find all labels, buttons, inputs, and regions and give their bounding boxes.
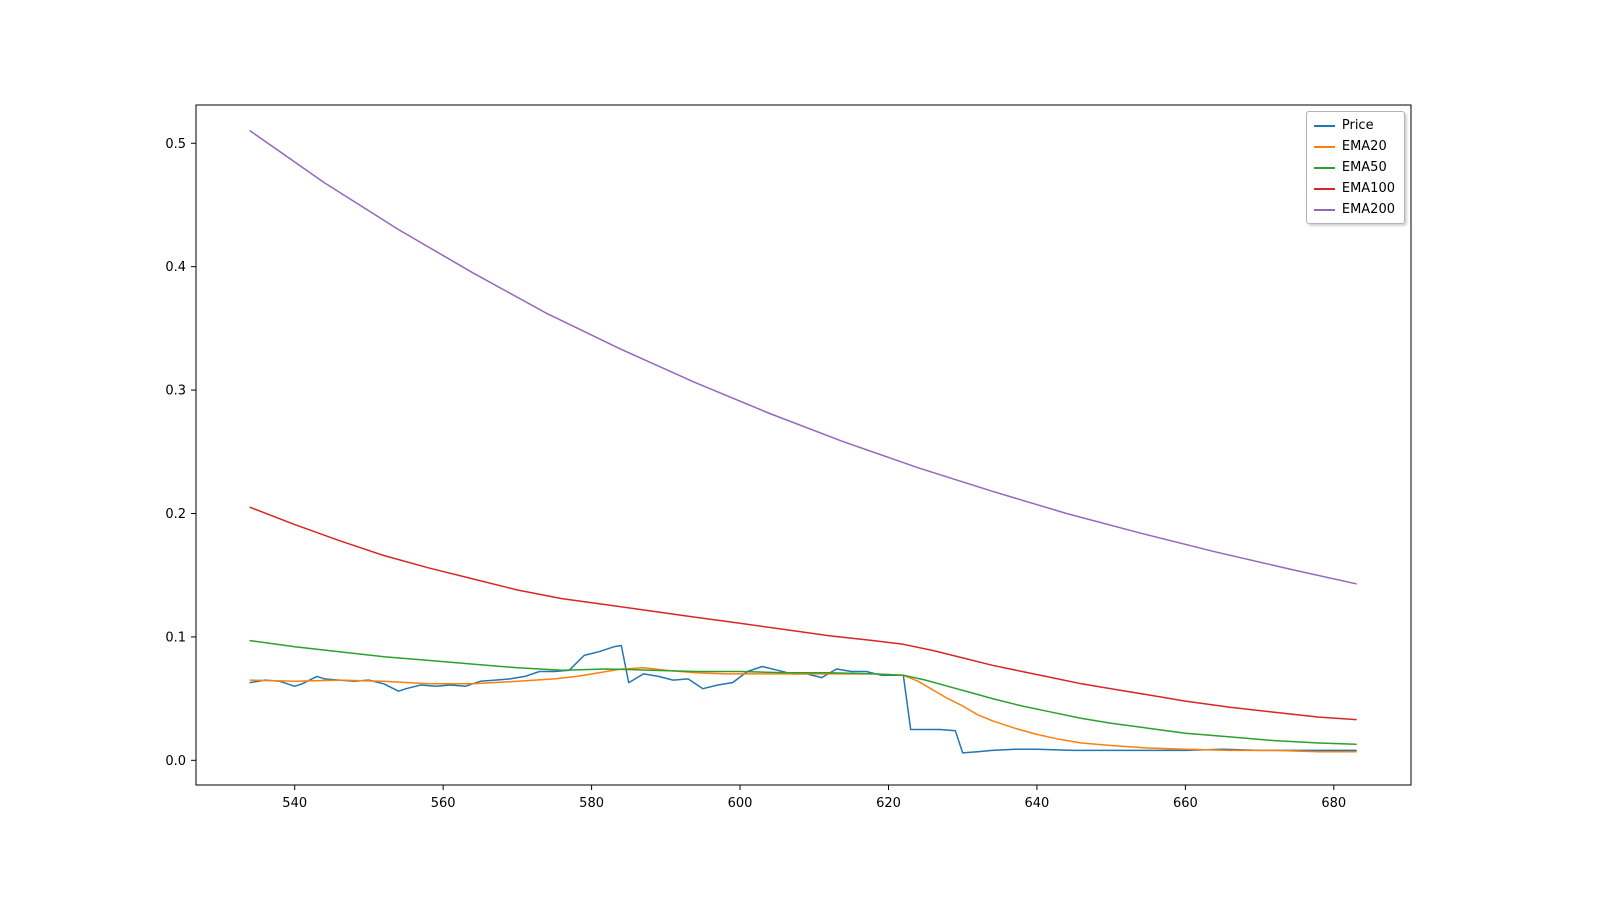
series-line-ema200 [249, 130, 1357, 585]
legend-label-price: Price [1341, 118, 1374, 133]
legend-item-ema50[interactable]: EMA50 [1313, 158, 1395, 177]
plot-area [195, 104, 1412, 786]
legend-item-price[interactable]: Price [1313, 116, 1395, 135]
legend[interactable]: Price EMA20 EMA50 EMA100 EMA200 [1305, 111, 1405, 224]
legend-line-swatch-ema200 [1313, 208, 1335, 211]
legend-label-ema50: EMA50 [1341, 160, 1387, 175]
series-line-ema100 [249, 506, 1357, 721]
x-tick-label: 640 [1025, 796, 1050, 811]
legend-line-swatch-ema100 [1313, 187, 1335, 190]
x-tick-label: 660 [1173, 796, 1198, 811]
series-line-ema50 [249, 639, 1357, 746]
legend-label-ema200: EMA200 [1341, 202, 1395, 217]
legend-item-ema100[interactable]: EMA100 [1313, 179, 1395, 198]
series-line-price [249, 644, 1357, 754]
y-tick-label: 0.4 [165, 260, 186, 275]
legend-line-swatch-ema50 [1313, 166, 1335, 169]
y-tick-label: 0.1 [165, 630, 186, 645]
x-tick-label: 680 [1321, 796, 1346, 811]
x-tick-label: 580 [579, 796, 604, 811]
legend-label-ema20: EMA20 [1341, 139, 1387, 154]
legend-item-ema20[interactable]: EMA20 [1313, 137, 1395, 156]
legend-item-ema200[interactable]: EMA200 [1313, 200, 1395, 219]
y-tick-label: 0.0 [165, 754, 186, 769]
legend-line-swatch-ema20 [1313, 145, 1335, 148]
y-tick-label: 0.2 [165, 507, 186, 522]
x-tick-label: 620 [876, 796, 901, 811]
x-tick-label: 600 [728, 796, 753, 811]
x-tick-label: 560 [431, 796, 456, 811]
y-tick-label: 0.5 [165, 137, 186, 152]
x-tick-label: 540 [282, 796, 307, 811]
y-tick-label: 0.3 [165, 384, 186, 399]
legend-label-ema100: EMA100 [1341, 181, 1395, 196]
legend-line-swatch-price [1313, 124, 1335, 127]
